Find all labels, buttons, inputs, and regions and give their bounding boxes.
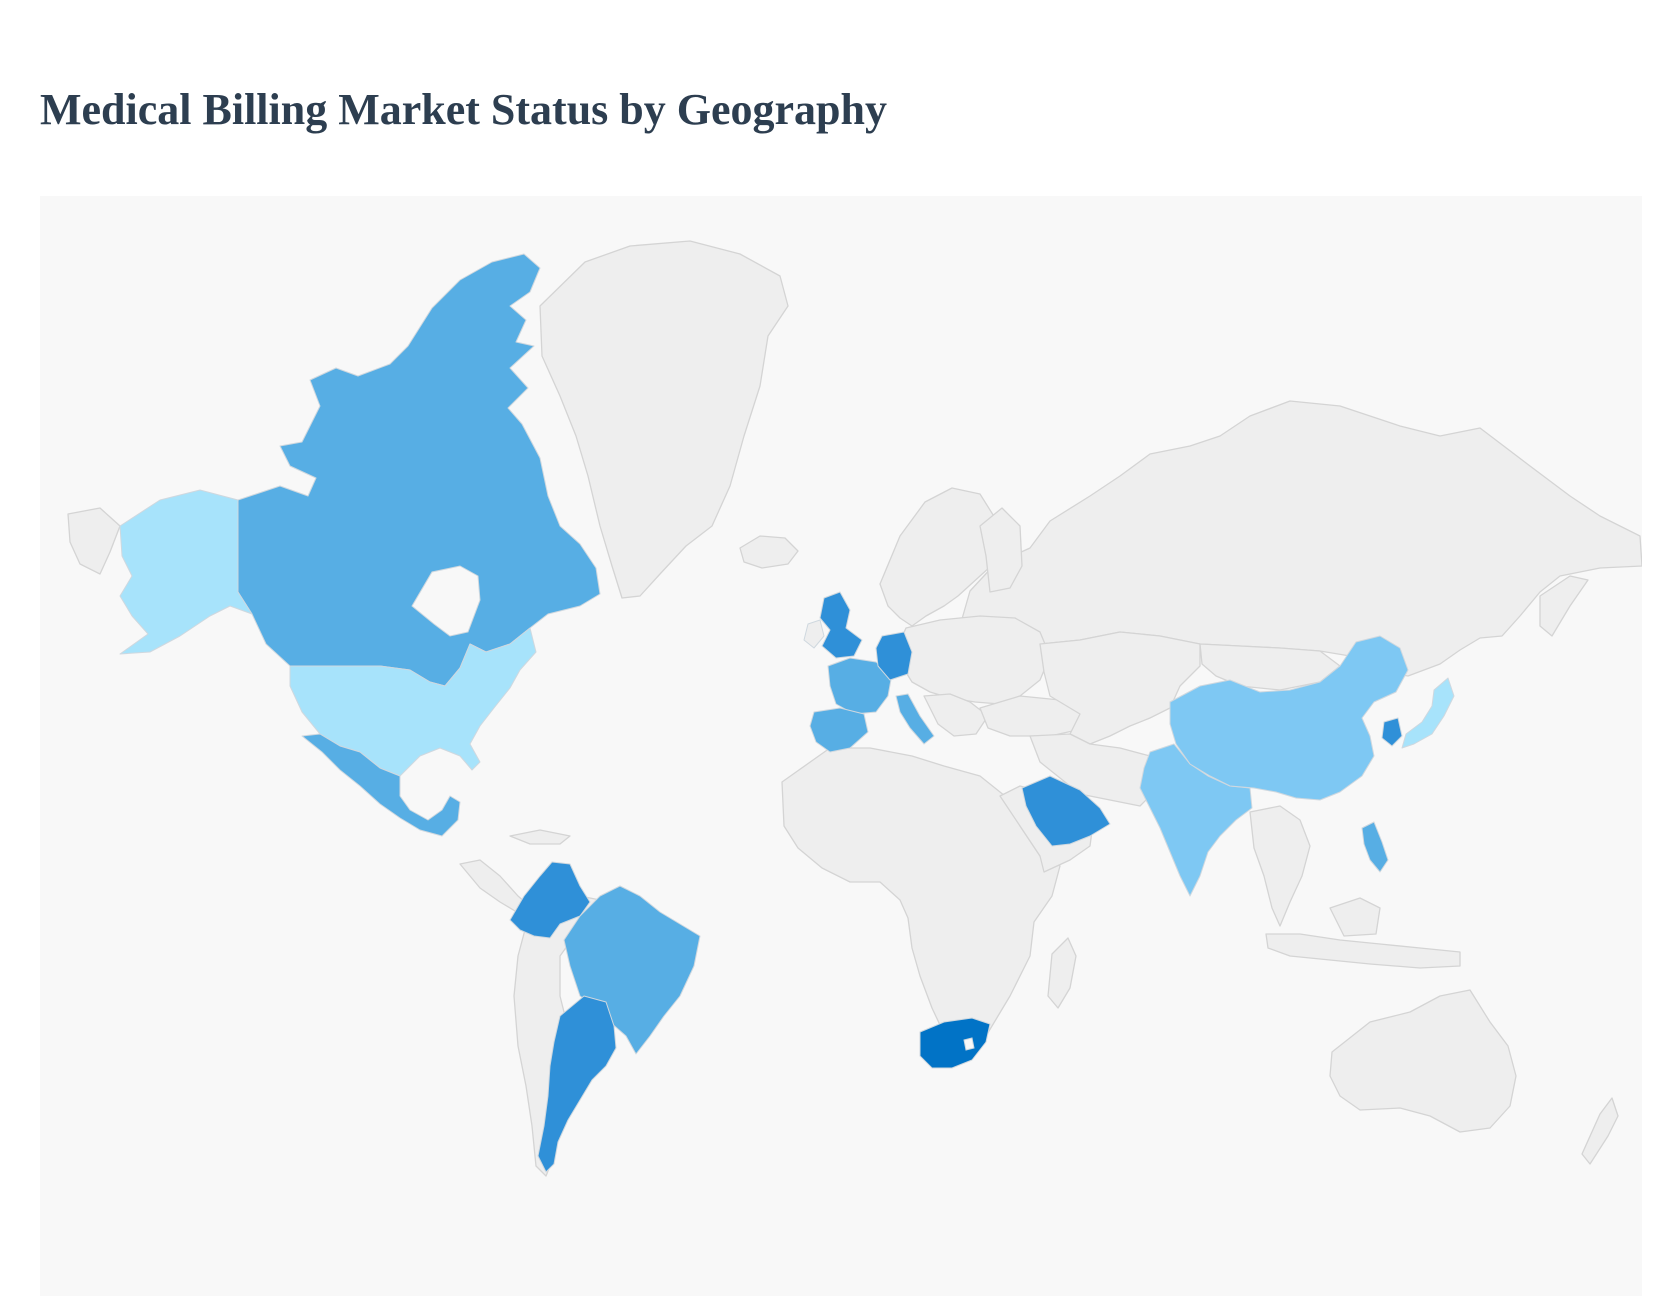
land-balkans[interactable] xyxy=(923,693,989,737)
land-russia[interactable] xyxy=(959,400,1642,677)
land-borneo[interactable] xyxy=(1329,897,1381,937)
land-africa[interactable] xyxy=(781,747,1061,1057)
country-alaska[interactable] xyxy=(119,489,253,655)
country-south-africa[interactable] xyxy=(919,1017,991,1069)
land-madagascar[interactable] xyxy=(1047,937,1077,1009)
country-italy[interactable] xyxy=(895,693,935,745)
country-argentina[interactable] xyxy=(537,995,617,1173)
lesotho xyxy=(963,1037,975,1051)
land-indonesia[interactable] xyxy=(1265,933,1461,969)
land-scandinavia[interactable] xyxy=(879,487,1003,627)
land-central-asia[interactable] xyxy=(1039,631,1201,745)
land-kamchatka[interactable] xyxy=(1539,575,1589,637)
country-brazil[interactable] xyxy=(563,885,701,1055)
land-new-zealand[interactable] xyxy=(1581,1097,1619,1165)
highlighted-countries xyxy=(119,253,1455,1173)
country-mexico[interactable] xyxy=(301,733,461,837)
land-iceland[interactable] xyxy=(739,535,799,569)
country-saudi-arabia[interactable] xyxy=(1021,775,1111,847)
country-india[interactable] xyxy=(1139,743,1253,897)
land-east-europe[interactable] xyxy=(897,615,1051,705)
country-uk[interactable] xyxy=(819,591,863,659)
land-greenland[interactable] xyxy=(539,240,789,599)
country-germany[interactable] xyxy=(875,631,913,681)
country-spain[interactable] xyxy=(809,707,869,753)
land-southeast-asia[interactable] xyxy=(1249,805,1311,927)
land-finland[interactable] xyxy=(979,507,1023,593)
country-philippines[interactable] xyxy=(1361,821,1389,873)
page-title: Medical Billing Market Status by Geograp… xyxy=(40,85,887,134)
country-south-korea[interactable] xyxy=(1381,717,1403,747)
land-alaska-west[interactable] xyxy=(67,507,121,575)
world-map-svg[interactable] xyxy=(40,196,1642,1296)
land-australia[interactable] xyxy=(1329,989,1517,1133)
country-france[interactable] xyxy=(827,657,893,715)
country-japan[interactable] xyxy=(1401,677,1455,749)
country-china[interactable] xyxy=(1169,635,1409,801)
land-caribbean[interactable] xyxy=(509,829,571,845)
hudson-bay xyxy=(411,565,481,637)
country-ireland-grey[interactable] xyxy=(803,619,825,649)
country-colombia[interactable] xyxy=(509,861,591,939)
world-map[interactable] xyxy=(40,196,1642,1296)
